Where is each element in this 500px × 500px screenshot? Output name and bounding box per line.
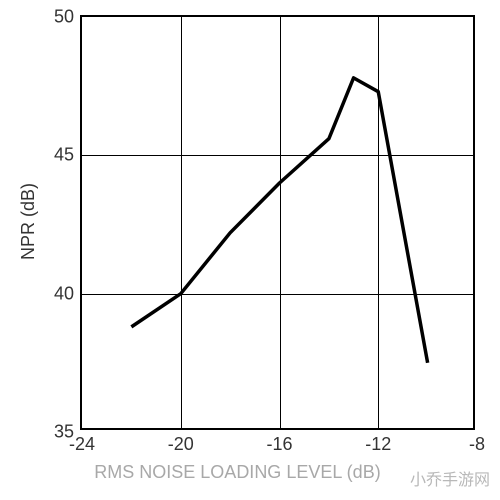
grid-line-horizontal [82,294,473,295]
watermark-text: 小乔手游网 [410,466,490,490]
x-tick-label: -16 [266,428,292,455]
x-tick-label: -12 [365,428,391,455]
npr-chart: -24-20-16-12-835404550 NPR (dB) RMS NOIS… [0,0,500,500]
grid-line-vertical [280,17,281,428]
grid-line-vertical [181,17,182,428]
grid-line-vertical [378,17,379,428]
y-tick-label: 40 [54,283,82,304]
y-tick-label: 50 [54,7,82,28]
plot-area: -24-20-16-12-835404550 [80,15,475,430]
grid-line-horizontal [82,155,473,156]
y-tick-label: 35 [54,422,82,443]
x-axis-label: RMS NOISE LOADING LEVEL (dB) [60,462,415,483]
y-axis-label: NPR (dB) [18,182,39,259]
x-tick-label: -20 [168,428,194,455]
y-tick-label: 45 [54,145,82,166]
x-tick-label: -8 [469,428,485,455]
